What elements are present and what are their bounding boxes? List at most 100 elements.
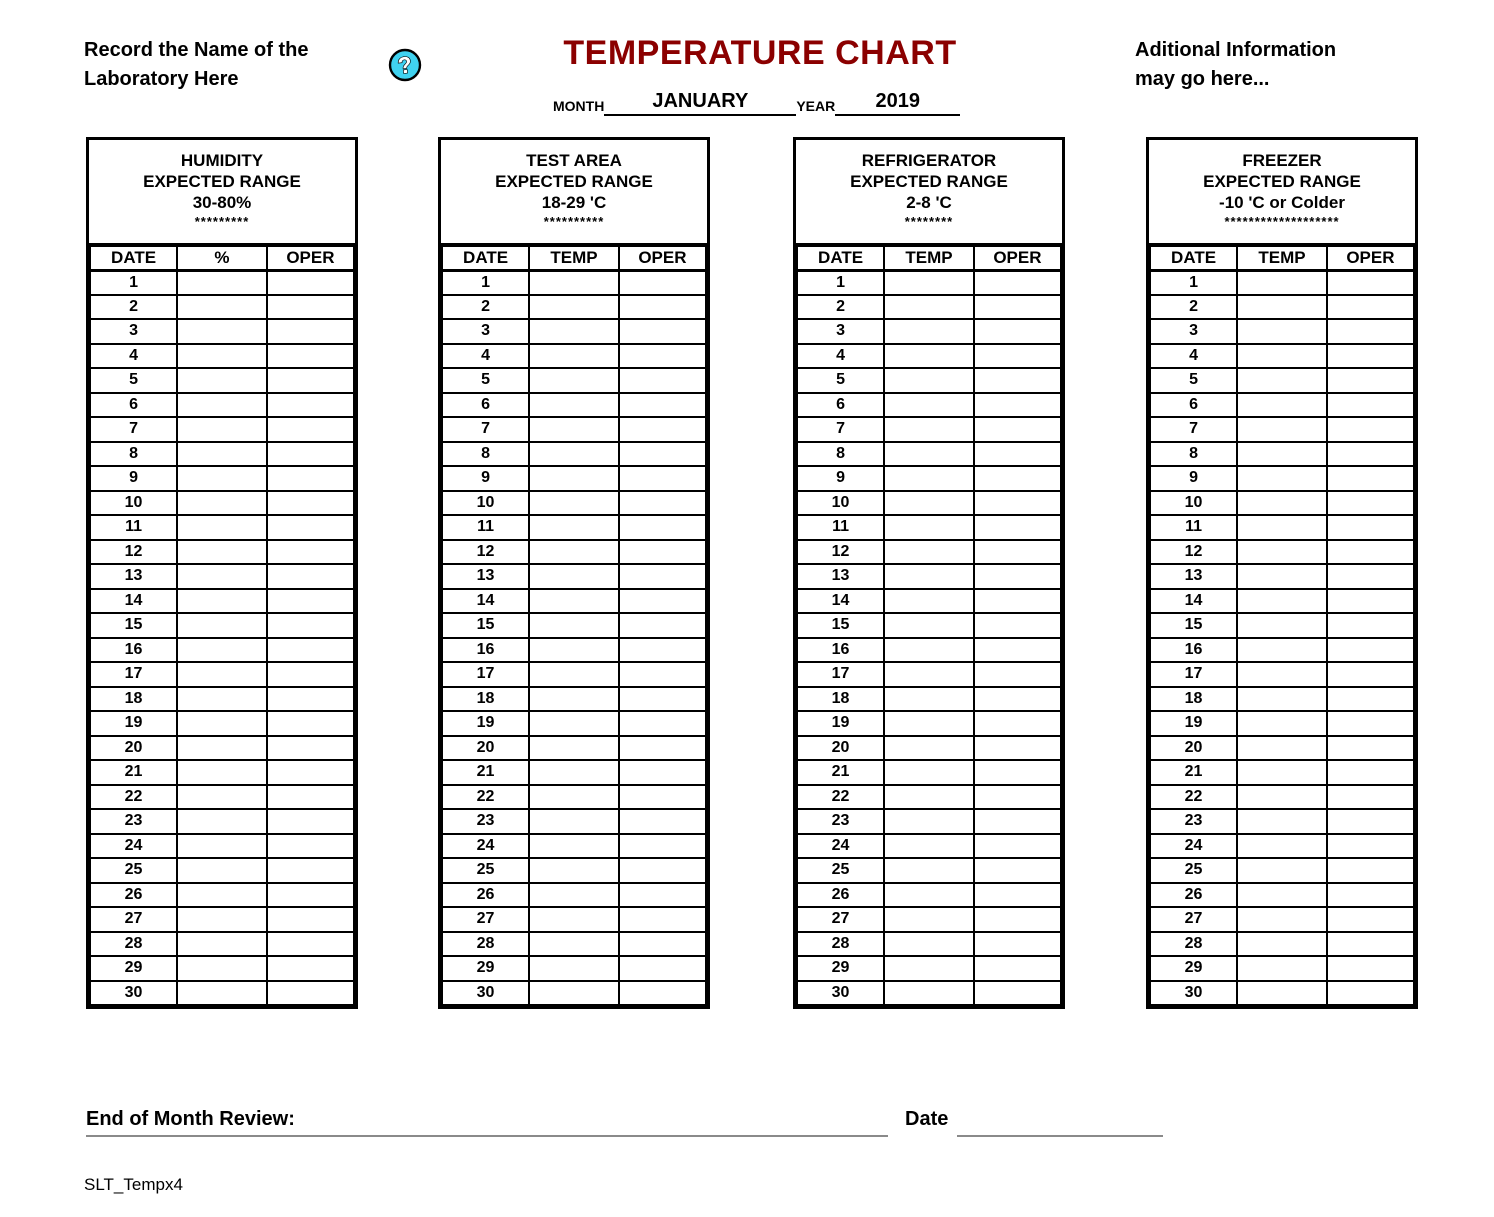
oper-cell[interactable] xyxy=(617,881,708,908)
oper-cell[interactable] xyxy=(617,783,708,810)
oper-cell[interactable] xyxy=(1325,857,1416,884)
oper-cell[interactable] xyxy=(265,808,356,835)
oper-cell[interactable] xyxy=(265,367,356,394)
oper-cell[interactable] xyxy=(1325,514,1416,541)
percent-cell[interactable] xyxy=(176,979,268,1006)
percent-cell[interactable] xyxy=(176,342,268,369)
oper-cell[interactable] xyxy=(265,465,356,492)
percent-cell[interactable] xyxy=(176,318,268,345)
oper-cell[interactable] xyxy=(972,367,1063,394)
percent-cell[interactable] xyxy=(176,514,268,541)
temp-cell[interactable] xyxy=(528,465,620,492)
oper-cell[interactable] xyxy=(1325,293,1416,320)
oper-cell[interactable] xyxy=(972,783,1063,810)
oper-cell[interactable] xyxy=(1325,906,1416,933)
temp-cell[interactable] xyxy=(883,906,975,933)
temp-cell[interactable] xyxy=(883,759,975,786)
oper-cell[interactable] xyxy=(972,808,1063,835)
oper-cell[interactable] xyxy=(265,489,356,516)
oper-cell[interactable] xyxy=(972,930,1063,957)
oper-cell[interactable] xyxy=(1325,636,1416,663)
oper-cell[interactable] xyxy=(617,710,708,737)
temp-cell[interactable] xyxy=(1236,930,1328,957)
percent-cell[interactable] xyxy=(176,832,268,859)
temp-cell[interactable] xyxy=(883,808,975,835)
temp-cell[interactable] xyxy=(883,832,975,859)
temp-cell[interactable] xyxy=(883,587,975,614)
temp-cell[interactable] xyxy=(528,514,620,541)
temp-cell[interactable] xyxy=(883,318,975,345)
oper-cell[interactable] xyxy=(617,685,708,712)
temp-cell[interactable] xyxy=(1236,563,1328,590)
temp-cell[interactable] xyxy=(1236,342,1328,369)
oper-cell[interactable] xyxy=(972,587,1063,614)
oper-cell[interactable] xyxy=(265,759,356,786)
temp-cell[interactable] xyxy=(883,391,975,418)
temp-cell[interactable] xyxy=(883,342,975,369)
temp-cell[interactable] xyxy=(883,857,975,884)
temp-cell[interactable] xyxy=(528,955,620,982)
temp-cell[interactable] xyxy=(528,538,620,565)
temp-cell[interactable] xyxy=(528,367,620,394)
oper-cell[interactable] xyxy=(617,906,708,933)
percent-cell[interactable] xyxy=(176,808,268,835)
percent-cell[interactable] xyxy=(176,759,268,786)
oper-cell[interactable] xyxy=(1325,881,1416,908)
oper-cell[interactable] xyxy=(1325,783,1416,810)
oper-cell[interactable] xyxy=(617,514,708,541)
percent-cell[interactable] xyxy=(176,930,268,957)
temp-cell[interactable] xyxy=(528,416,620,443)
oper-cell[interactable] xyxy=(265,661,356,688)
temp-cell[interactable] xyxy=(528,293,620,320)
percent-cell[interactable] xyxy=(176,391,268,418)
oper-cell[interactable] xyxy=(617,269,708,296)
percent-cell[interactable] xyxy=(176,612,268,639)
oper-cell[interactable] xyxy=(972,881,1063,908)
oper-cell[interactable] xyxy=(972,489,1063,516)
oper-cell[interactable] xyxy=(972,661,1063,688)
oper-cell[interactable] xyxy=(1325,489,1416,516)
temp-cell[interactable] xyxy=(1236,881,1328,908)
oper-cell[interactable] xyxy=(972,759,1063,786)
oper-cell[interactable] xyxy=(1325,563,1416,590)
oper-cell[interactable] xyxy=(617,293,708,320)
oper-cell[interactable] xyxy=(617,465,708,492)
oper-cell[interactable] xyxy=(972,636,1063,663)
oper-cell[interactable] xyxy=(265,857,356,884)
oper-cell[interactable] xyxy=(617,979,708,1006)
temp-cell[interactable] xyxy=(883,563,975,590)
oper-cell[interactable] xyxy=(617,440,708,467)
temp-cell[interactable] xyxy=(1236,759,1328,786)
oper-cell[interactable] xyxy=(265,881,356,908)
percent-cell[interactable] xyxy=(176,416,268,443)
oper-cell[interactable] xyxy=(1325,710,1416,737)
temp-cell[interactable] xyxy=(883,661,975,688)
temp-cell[interactable] xyxy=(1236,440,1328,467)
oper-cell[interactable] xyxy=(617,538,708,565)
oper-cell[interactable] xyxy=(1325,734,1416,761)
oper-cell[interactable] xyxy=(1325,269,1416,296)
percent-cell[interactable] xyxy=(176,661,268,688)
percent-cell[interactable] xyxy=(176,587,268,614)
temp-cell[interactable] xyxy=(1236,514,1328,541)
percent-cell[interactable] xyxy=(176,636,268,663)
oper-cell[interactable] xyxy=(617,367,708,394)
temp-cell[interactable] xyxy=(528,857,620,884)
oper-cell[interactable] xyxy=(972,710,1063,737)
temp-cell[interactable] xyxy=(528,269,620,296)
oper-cell[interactable] xyxy=(617,857,708,884)
oper-cell[interactable] xyxy=(617,563,708,590)
temp-cell[interactable] xyxy=(1236,293,1328,320)
temp-cell[interactable] xyxy=(528,783,620,810)
temp-cell[interactable] xyxy=(1236,318,1328,345)
temp-cell[interactable] xyxy=(1236,367,1328,394)
oper-cell[interactable] xyxy=(265,440,356,467)
temp-cell[interactable] xyxy=(528,930,620,957)
oper-cell[interactable] xyxy=(972,955,1063,982)
temp-cell[interactable] xyxy=(883,538,975,565)
temp-cell[interactable] xyxy=(528,832,620,859)
temp-cell[interactable] xyxy=(528,612,620,639)
temp-cell[interactable] xyxy=(1236,416,1328,443)
oper-cell[interactable] xyxy=(265,318,356,345)
temp-cell[interactable] xyxy=(528,563,620,590)
